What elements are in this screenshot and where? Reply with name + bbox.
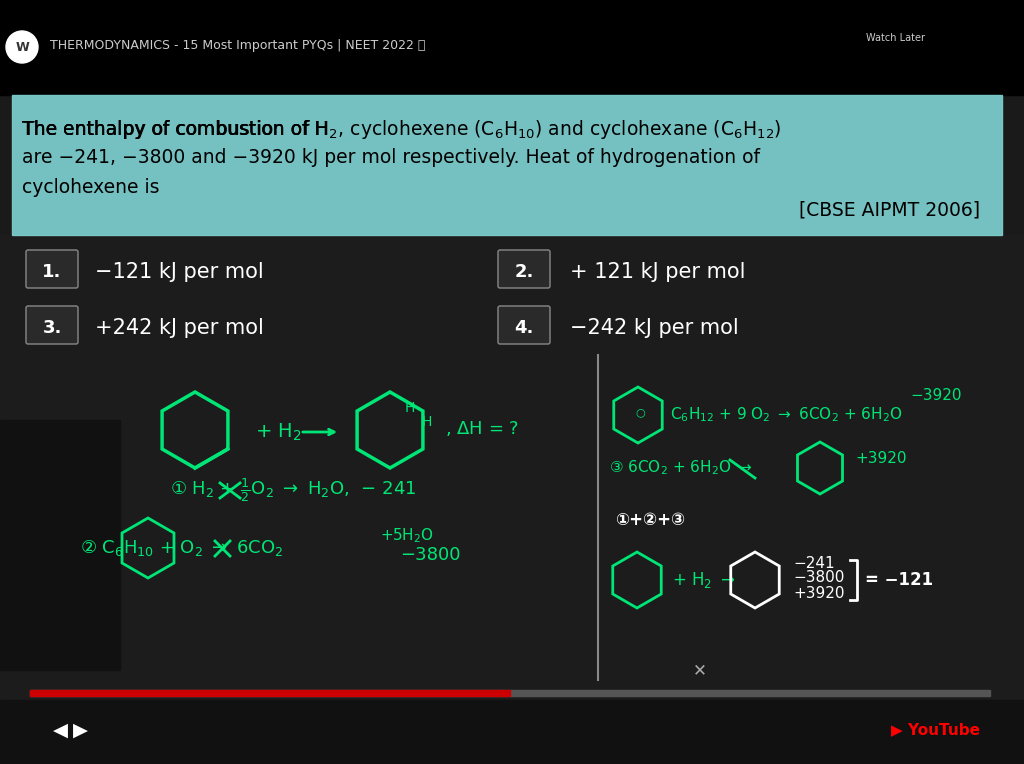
FancyBboxPatch shape [498,250,550,288]
Text: 4.: 4. [514,319,534,337]
Text: The enthalpy of combustion of H: The enthalpy of combustion of H [22,120,329,139]
Bar [30,690,990,696]
Text: +5H$_2$O: +5H$_2$O [380,526,434,545]
Text: The enthalpy of combustion of H$_2$, cyclohexene (C$_6$H$_{10}$) and cyclohexane: The enthalpy of combustion of H$_2$, cyc… [22,118,781,141]
Text: ○: ○ [635,407,645,417]
Bar [0,235,1024,725]
Text: 1.: 1. [42,263,61,281]
Text: ▶ YouTube: ▶ YouTube [891,723,980,737]
FancyBboxPatch shape [26,306,78,344]
Text: −241: −241 [793,555,835,571]
Text: H: H [422,415,432,429]
Text: Watch Later: Watch Later [865,33,925,43]
Text: −3920: −3920 [910,387,962,403]
Text: cyclohexene is: cyclohexene is [22,178,160,197]
Text: +3920: +3920 [855,451,906,465]
Text: −3800: −3800 [793,571,845,585]
Bar [30,690,510,696]
Text: +3920: +3920 [793,585,845,601]
Bar [0,700,1024,764]
Text: ② C$_6$H$_{10}$ + O$_2$ $\rightarrow$ 6CO$_2$: ② C$_6$H$_{10}$ + O$_2$ $\rightarrow$ 6C… [80,538,284,558]
Circle shape [6,31,38,63]
Text: ① H$_2$ + $\frac{1}{2}$O$_2$ $\rightarrow$ H$_2$O,  − 241: ① H$_2$ + $\frac{1}{2}$O$_2$ $\rightarro… [170,476,417,504]
Text: −121 kJ per mol: −121 kJ per mol [95,262,264,282]
Text: THERMODYNAMICS - 15 Most Important PYQs | NEET 2022 🔥: THERMODYNAMICS - 15 Most Important PYQs … [50,38,425,51]
Text: ✕: ✕ [693,661,707,679]
Text: are −241, −3800 and −3920 kJ per mol respectively. Heat of hydrogenation of: are −241, −3800 and −3920 kJ per mol res… [22,148,760,167]
FancyBboxPatch shape [26,250,78,288]
Text: 3.: 3. [42,319,61,337]
Text: + 121 kJ per mol: + 121 kJ per mol [570,262,745,282]
Text: + H$_2$: + H$_2$ [255,422,302,442]
FancyBboxPatch shape [498,306,550,344]
Text: +242 kJ per mol: +242 kJ per mol [95,318,264,338]
Text: The enthalpy of combustion of H: The enthalpy of combustion of H [22,120,329,139]
Text: ▶: ▶ [73,720,87,740]
Bar [0,0,1024,95]
Text: ③ 6CO$_2$ + 6H$_2$O $\rightarrow$: ③ 6CO$_2$ + 6H$_2$O $\rightarrow$ [609,458,753,478]
Text: C$_6$H$_{12}$ + 9 O$_2$ $\rightarrow$ 6CO$_2$ + 6H$_2$O: C$_6$H$_{12}$ + 9 O$_2$ $\rightarrow$ 6C… [670,406,902,424]
Text: 2.: 2. [514,263,534,281]
Text: −242 kJ per mol: −242 kJ per mol [570,318,738,338]
Text: H: H [404,401,415,415]
Text: = −121: = −121 [865,571,933,589]
Text: [CBSE AIPMT 2006]: [CBSE AIPMT 2006] [799,200,980,219]
Text: , $\Delta$H = ?: , $\Delta$H = ? [445,419,519,438]
Text: ◀: ◀ [52,720,68,740]
Text: + H$_2$ $\rightarrow$: + H$_2$ $\rightarrow$ [672,570,735,590]
Text: −3800: −3800 [400,546,461,564]
Bar [0,420,120,670]
Text: ①+②+③: ①+②+③ [615,511,685,529]
Text: W: W [15,40,29,53]
Bar [12,95,1002,235]
